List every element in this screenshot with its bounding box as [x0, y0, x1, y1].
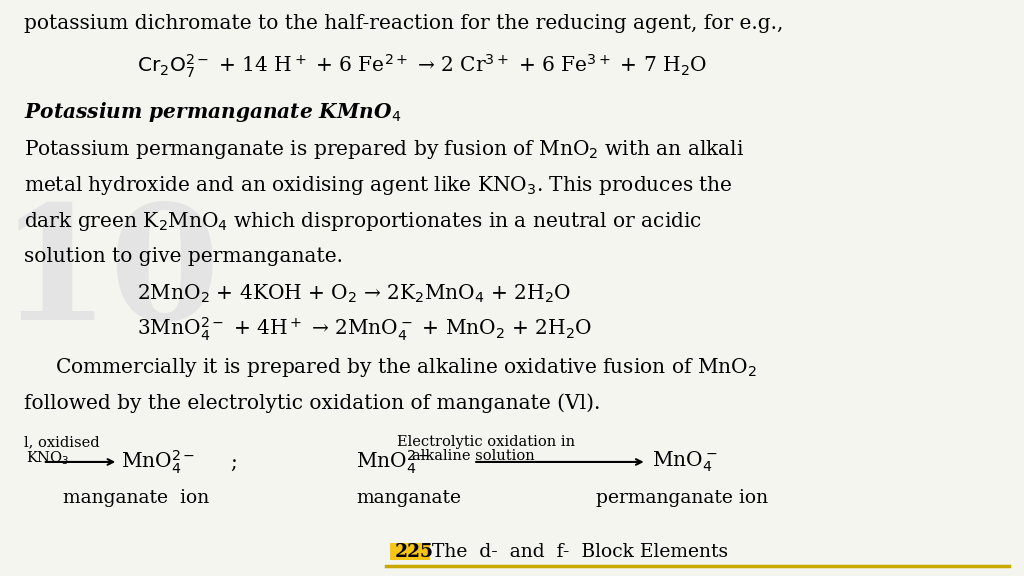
FancyBboxPatch shape — [389, 543, 430, 560]
Text: Potassium permanganate KMnO$_4$: Potassium permanganate KMnO$_4$ — [25, 100, 401, 124]
Text: 2MnO$_2$ + 4KOH + O$_2$ → 2K$_2$MnO$_4$ + 2H$_2$O: 2MnO$_2$ + 4KOH + O$_2$ → 2K$_2$MnO$_4$ … — [136, 283, 570, 305]
Text: potassium dichromate to the half-reaction for the reducing agent, for e.g.,: potassium dichromate to the half-reactio… — [25, 14, 783, 32]
Text: l, oxidised: l, oxidised — [25, 435, 100, 449]
Text: The  d-  and  f-  Block Elements: The d- and f- Block Elements — [432, 543, 728, 561]
Text: MnO$_4^{2-}$: MnO$_4^{2-}$ — [356, 448, 430, 476]
Text: permanganate ion: permanganate ion — [596, 489, 768, 507]
Text: manganate  ion: manganate ion — [63, 489, 209, 507]
Text: dark green K$_2$MnO$_4$ which disproportionates in a neutral or acidic: dark green K$_2$MnO$_4$ which disproport… — [25, 210, 702, 233]
Text: KNO$_3$: KNO$_3$ — [27, 449, 70, 467]
Text: alkaline solution: alkaline solution — [412, 449, 535, 463]
Text: ;: ; — [230, 453, 238, 471]
Text: Commercially it is prepared by the alkaline oxidative fusion of MnO$_2$: Commercially it is prepared by the alkal… — [55, 356, 757, 379]
Text: metal hydroxide and an oxidising agent like KNO$_3$. This produces the: metal hydroxide and an oxidising agent l… — [25, 174, 733, 197]
Text: 3MnO$_4^{2-}$ + 4H$^+$ → 2MnO$_4^-$ + MnO$_2$ + 2H$_2$O: 3MnO$_4^{2-}$ + 4H$^+$ → 2MnO$_4^-$ + Mn… — [136, 316, 592, 343]
Text: followed by the electrolytic oxidation of manganate (Vl).: followed by the electrolytic oxidation o… — [25, 393, 601, 413]
Text: $\mathrm{Cr_2O_7^{2-}}$ + 14 H$^+$ + 6 Fe$^{2+}$ → 2 Cr$^{3+}$ + 6 Fe$^{3+}$ + 7: $\mathrm{Cr_2O_7^{2-}}$ + 14 H$^+$ + 6 F… — [136, 52, 707, 80]
Text: Potassium permanganate is prepared by fusion of MnO$_2$ with an alkali: Potassium permanganate is prepared by fu… — [25, 138, 744, 161]
Text: 10: 10 — [0, 199, 221, 354]
Text: solution to give permanganate.: solution to give permanganate. — [25, 248, 343, 266]
Text: MnO$_4^-$: MnO$_4^-$ — [651, 450, 717, 474]
Text: Electrolytic oxidation in: Electrolytic oxidation in — [396, 435, 574, 449]
Text: 225: 225 — [394, 543, 433, 561]
Text: MnO$_4^{2-}$: MnO$_4^{2-}$ — [121, 448, 196, 476]
Text: manganate: manganate — [356, 489, 461, 507]
